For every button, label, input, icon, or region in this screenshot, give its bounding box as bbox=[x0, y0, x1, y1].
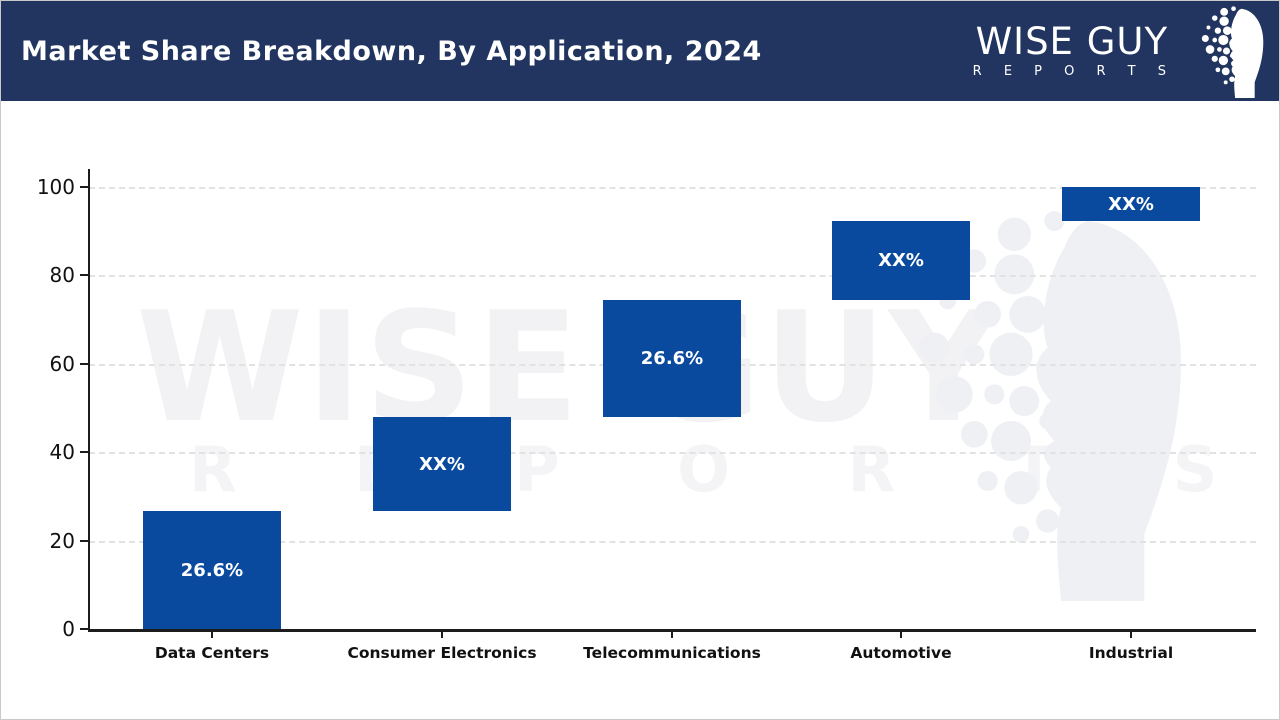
bar-telecommunications: 26.6% bbox=[603, 299, 741, 418]
logo-face-icon bbox=[1171, 4, 1271, 98]
x-axis-spine bbox=[88, 629, 1256, 632]
wise-guy-reports-logo: WISE GUY R E P O R T S bbox=[969, 4, 1279, 98]
gridline-40 bbox=[89, 452, 1256, 455]
y-axis-spine bbox=[88, 169, 90, 631]
logo-wordmark-line2: R E P O R T S bbox=[972, 64, 1175, 79]
y-tickmark-60 bbox=[80, 362, 89, 365]
x-category-label-industrial: Industrial bbox=[1088, 644, 1174, 662]
y-tick-label-80: 80 bbox=[49, 263, 75, 288]
chart-title: Market Share Breakdown, By Application, … bbox=[21, 35, 762, 67]
bar-value-label-consumer-electronics: XX% bbox=[419, 453, 465, 475]
y-tickmark-80 bbox=[80, 274, 89, 277]
x-tickmark-industrial bbox=[1130, 629, 1132, 638]
logo-wordmark-line1: WISE GUY bbox=[975, 20, 1169, 63]
y-tick-label-60: 60 bbox=[49, 351, 75, 376]
y-tick-label-0: 0 bbox=[62, 617, 75, 641]
gridline-80 bbox=[89, 275, 1256, 278]
y-tick-label-100: 100 bbox=[36, 175, 75, 199]
bar-value-label-industrial: XX% bbox=[1108, 193, 1154, 215]
x-category-label-consumer-electronics: Consumer Electronics bbox=[347, 644, 537, 662]
gridline-100 bbox=[89, 187, 1256, 189]
y-tickmark-0 bbox=[80, 628, 89, 630]
y-tickmark-40 bbox=[80, 451, 89, 454]
x-tickmark-telecommunications bbox=[671, 629, 673, 638]
logo-wordmark: WISE GUY R E P O R T S bbox=[969, 23, 1175, 79]
y-tickmark-100 bbox=[80, 186, 89, 188]
y-tickmark-20 bbox=[80, 539, 89, 542]
bar-value-label-automotive: XX% bbox=[878, 249, 924, 271]
bar-value-label-telecommunications: 26.6% bbox=[640, 347, 704, 369]
y-tick-label-40: 40 bbox=[49, 440, 75, 465]
gridline-20 bbox=[89, 540, 1256, 543]
bar-data-centers: 26.6% bbox=[143, 511, 281, 629]
x-category-label-data-centers: Data Centers bbox=[154, 644, 270, 662]
header-bar: Market Share Breakdown, By Application, … bbox=[1, 1, 1279, 101]
x-category-label-telecommunications: Telecommunications bbox=[583, 644, 761, 662]
bar-consumer-electronics: XX% bbox=[373, 417, 511, 512]
x-category-label-automotive: Automotive bbox=[850, 644, 952, 662]
bar-value-label-data-centers: 26.6% bbox=[180, 559, 244, 581]
y-tick-label-20: 20 bbox=[49, 528, 75, 553]
bar-industrial: XX% bbox=[1062, 187, 1200, 222]
bar-automotive: XX% bbox=[832, 221, 970, 300]
x-tickmark-consumer-electronics bbox=[441, 629, 443, 638]
x-tickmark-data-centers bbox=[211, 629, 213, 638]
x-tickmark-automotive bbox=[900, 629, 902, 638]
